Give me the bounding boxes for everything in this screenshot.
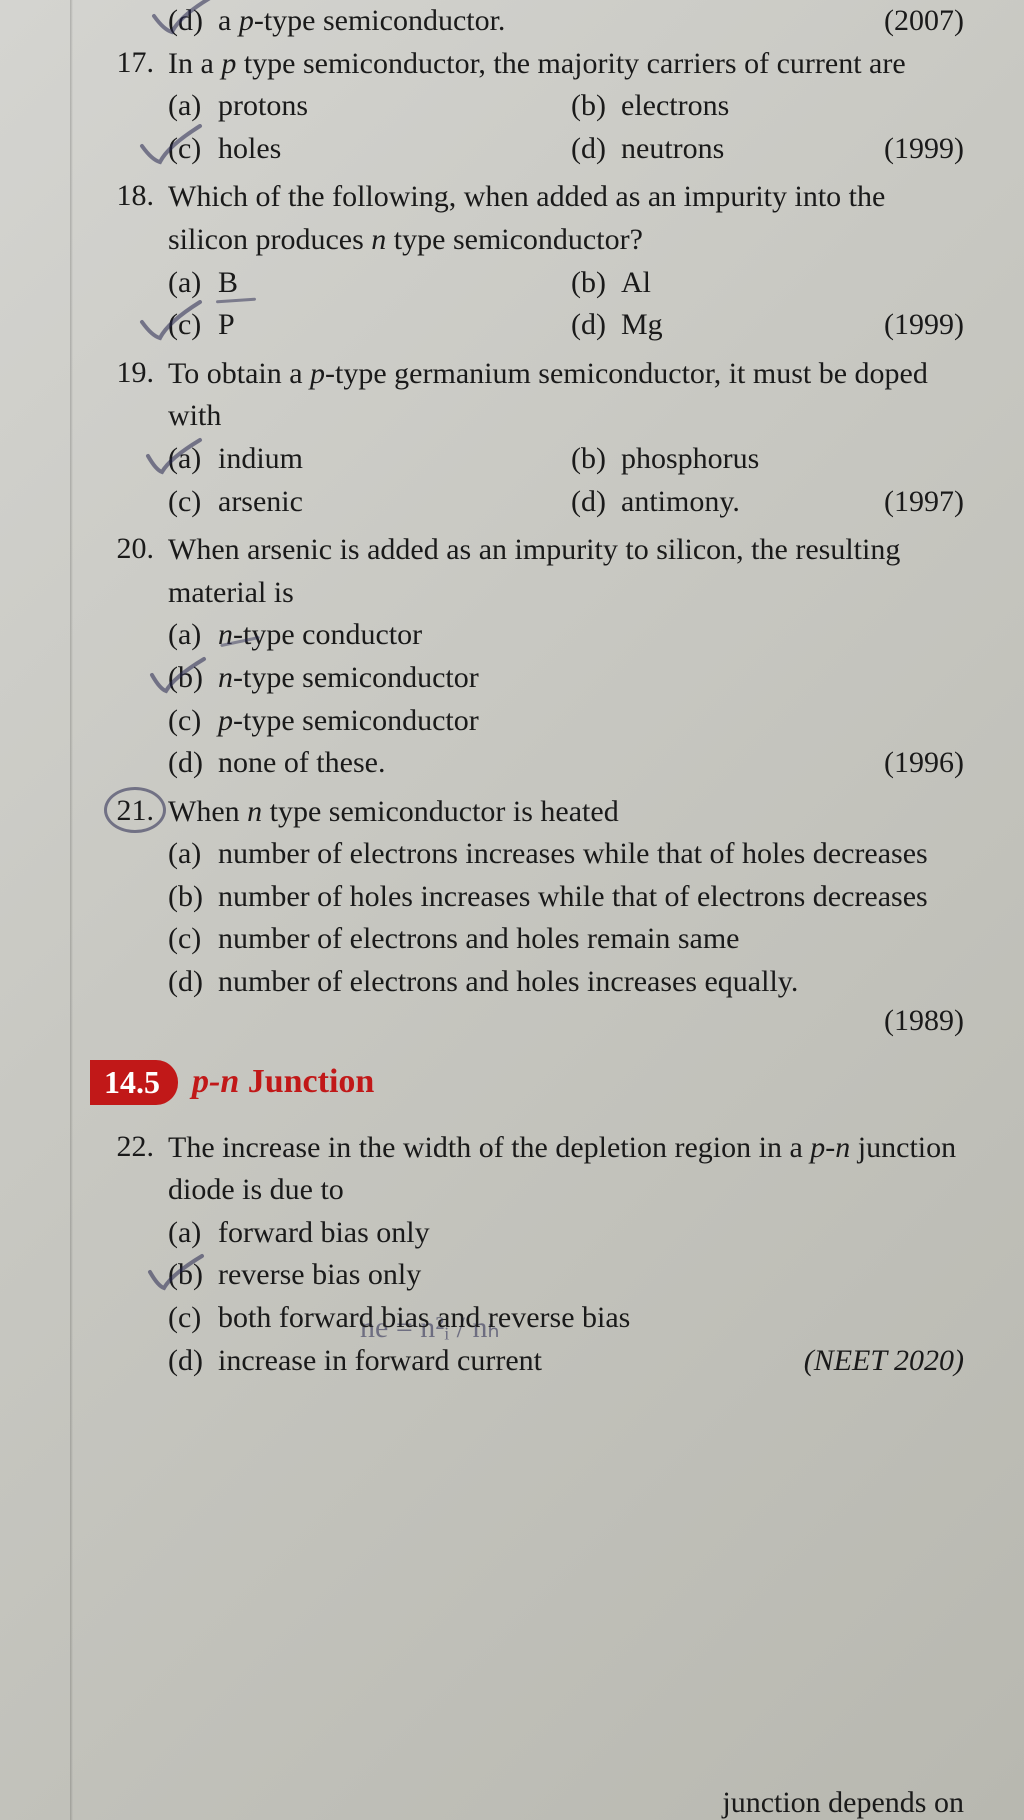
question-number: 20. — [110, 529, 168, 570]
question-17: 17. In a p type semiconductor, the major… — [110, 43, 964, 171]
question-20: 20. When arsenic is added as an impurity… — [110, 529, 964, 785]
question-number: 19. — [110, 353, 168, 394]
option-c: (c) number of electrons and holes remain… — [168, 918, 964, 961]
option-c: (c) arsenic — [168, 481, 561, 524]
option-a: (a) indium — [168, 438, 561, 481]
year-tag: (NEET 2020) — [804, 1340, 964, 1383]
question-text: When n type semiconductor is heated — [168, 791, 964, 834]
option-b: (b) reverse bias only — [168, 1254, 964, 1297]
option-label: (d) — [168, 0, 218, 43]
option-d: (d) number of electrons and holes increa… — [168, 961, 964, 1004]
option-d: (d) antimony. (1997) — [571, 481, 964, 524]
year-tag: (1999) — [884, 128, 964, 171]
circle-mark-icon — [104, 787, 166, 833]
prev-question-option-d: (d) a p-type semiconductor. (2007) — [168, 0, 964, 43]
option-c: (c) P — [168, 304, 561, 347]
option-b: (b) phosphorus — [571, 438, 964, 481]
section-badge: 14.5 — [90, 1060, 178, 1105]
option-a: (a) number of electrons increases while … — [168, 833, 964, 876]
question-18: 18. Which of the following, when added a… — [110, 176, 964, 346]
year-tag: (1989) — [168, 1004, 964, 1038]
question-text: Which of the following, when added as an… — [168, 176, 964, 261]
option-text: a p-type semiconductor. — [218, 0, 964, 43]
question-text: To obtain a p-type germanium semiconduct… — [168, 353, 964, 438]
question-number: 17. — [110, 43, 168, 84]
question-number: 22. — [110, 1127, 168, 1168]
option-d: (d) neutrons (1999) — [571, 128, 964, 171]
option-a: (a) forward bias only — [168, 1212, 964, 1255]
option-a: (a) protons — [168, 85, 561, 128]
option-d: (d) none of these. (1996) — [168, 742, 964, 785]
question-text: When arsenic is added as an impurity to … — [168, 529, 964, 614]
option-b: (b) electrons — [571, 85, 964, 128]
option-d: (d) increase in forward current (NEET 20… — [168, 1340, 964, 1383]
question-19: 19. To obtain a p-type germanium semicon… — [110, 353, 964, 523]
option-d: (d) Mg (1999) — [571, 304, 964, 347]
option-a: (a) B — [168, 262, 561, 305]
option-b: (b) Al — [571, 262, 964, 305]
option-a: (a) n-type conductor — [168, 614, 964, 657]
section-title: p-n Junction — [192, 1063, 374, 1101]
option-b: (b) number of holes increases while that… — [168, 876, 964, 919]
option-c: (c) holes — [168, 128, 561, 171]
option-c: (c) both forward bias and reverse bias — [168, 1297, 964, 1340]
year-tag: (1997) — [884, 481, 964, 524]
option-c: (c) p-type semiconductor — [168, 700, 964, 743]
option-b: (b) n-type semiconductor — [168, 657, 964, 700]
question-number: 18. — [110, 176, 168, 217]
question-text: The increase in the width of the depleti… — [168, 1127, 964, 1212]
year-tag: (1999) — [884, 304, 964, 347]
year-tag: (1996) — [884, 742, 964, 785]
cutoff-text: junction depends on — [110, 1786, 964, 1820]
question-text: In a p type semiconductor, the majority … — [168, 43, 964, 86]
section-header: 14.5 p-n Junction — [110, 1060, 964, 1105]
question-21: 21. When n type semiconductor is heated … — [110, 791, 964, 1038]
question-22: 22. The increase in the width of the dep… — [110, 1127, 964, 1383]
year-tag: (2007) — [884, 0, 964, 43]
